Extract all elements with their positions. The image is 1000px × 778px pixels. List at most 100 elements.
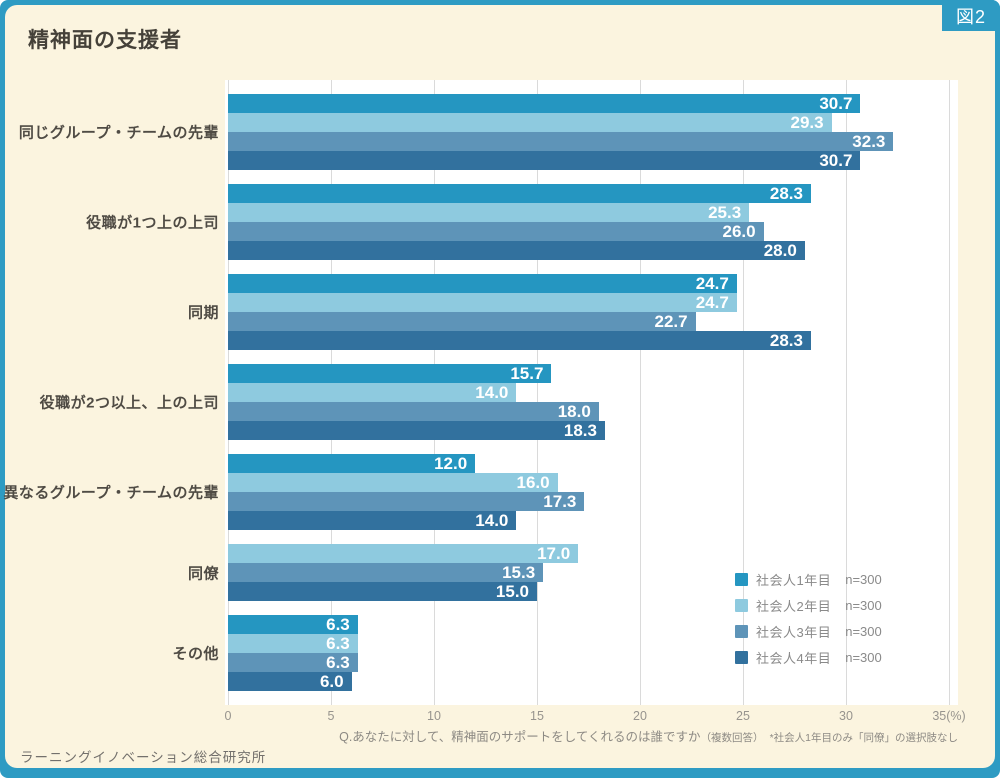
bar: 24.7: [228, 274, 737, 293]
bar: 14.0: [228, 511, 517, 530]
legend-swatch-icon: [735, 650, 748, 664]
x-tick-label: 30: [839, 709, 853, 723]
bar-value-label: 32.3: [852, 132, 886, 151]
bar: 29.3: [228, 113, 832, 132]
bar-value-label: 6.3: [326, 653, 350, 672]
chart-title: 精神面の支援者: [28, 29, 182, 52]
bar-value-label: 15.7: [510, 364, 544, 383]
bar: 16.0: [228, 473, 558, 492]
category-labels: 同じグループ・チームの先輩役職が1つ上の上司同期役職が2つ以上、上の上司異なるグ…: [3, 80, 219, 705]
bar: 6.3: [228, 634, 358, 653]
bar-value-label: 24.7: [695, 274, 729, 293]
legend-sample-size: n=300: [845, 597, 882, 613]
bar-value-label: 17.0: [537, 544, 571, 563]
category-label: 同期: [187, 304, 219, 322]
survey-asterisk-note: *社会人1年目のみ「同僚」の選択肢なし: [769, 732, 958, 744]
bar: 6.3: [228, 615, 358, 634]
bar-value-label: 26.0: [722, 222, 756, 241]
bar: 15.7: [228, 364, 552, 383]
survey-question: Q.あなたに対して、精神面のサポートをしてくれるのは誰ですか: [339, 730, 701, 744]
legend-item: 社会人2年目 n=300: [735, 592, 882, 618]
bar: 26.0: [228, 222, 764, 241]
bar-value-label: 24.7: [695, 293, 729, 312]
legend-sample-size: n=300: [845, 571, 882, 587]
bar: 24.7: [228, 293, 737, 312]
bar: 28.3: [228, 331, 811, 350]
bar-value-label: 22.7: [654, 312, 688, 331]
legend-sample-size: n=300: [845, 649, 882, 665]
bar-value-label: 28.0: [763, 241, 797, 260]
gridline: [537, 80, 538, 705]
bar: 17.0: [228, 544, 579, 563]
category-label: 役職が2つ以上、上の上司: [39, 394, 219, 412]
bar: 18.0: [228, 402, 599, 421]
bar-value-label: 14.0: [475, 511, 509, 530]
bar-value-label: 18.3: [563, 421, 597, 440]
bar-value-label: 30.7: [819, 94, 853, 113]
bar-value-label: 12.0: [434, 454, 468, 473]
bar-value-label: 28.3: [769, 331, 803, 350]
x-tick-label: 25: [736, 709, 750, 723]
category-label: 異なるグループ・チームの先輩: [3, 484, 219, 502]
gridline: [743, 80, 744, 705]
x-tick-label: 35(%): [932, 709, 966, 723]
plot-area: 30.7 29.3 32.3 30.7 28.3 25.3 26.0 28.0 24.7 24.7…: [225, 80, 958, 705]
bar-value-label: 6.3: [326, 634, 350, 653]
gridline: [949, 80, 950, 705]
bar-value-label: 14.0: [475, 383, 509, 402]
survey-question-suffix: （複数回答）: [700, 732, 764, 744]
bar-value-label: 15.3: [502, 563, 536, 582]
legend-series-label: 社会人2年目: [756, 598, 832, 614]
bar-value-label: 6.0: [319, 672, 344, 691]
bar-value-label: 30.7: [819, 151, 853, 170]
category-label: その他: [172, 645, 219, 663]
legend-swatch-icon: [735, 624, 748, 638]
bar-value-label: 18.0: [557, 402, 591, 421]
legend-item: 社会人4年目 n=300: [735, 644, 882, 670]
bar: 15.0: [228, 582, 537, 601]
legend-series-label: 社会人1年目: [756, 572, 832, 588]
bar: 25.3: [228, 203, 750, 222]
legend-item: 社会人1年目 n=300: [735, 566, 882, 592]
bar: 6.0: [228, 672, 352, 691]
bar: 15.3: [228, 563, 544, 582]
x-tick-label: 0: [224, 709, 232, 723]
bar-value-label: 16.0: [516, 473, 550, 492]
bar: 18.3: [228, 421, 605, 440]
bar: 30.7: [228, 151, 861, 170]
source-organization: ラーニングイノベーション総合研究所: [20, 750, 267, 765]
bar-value-label: 6.3: [326, 615, 350, 634]
x-tick-label: 20: [633, 709, 647, 723]
bar: 6.3: [228, 653, 358, 672]
legend-sample-size: n=300: [845, 623, 882, 639]
bar: 14.0: [228, 383, 517, 402]
figure-number-badge: 図2: [942, 0, 1000, 31]
legend-series-label: 社会人4年目: [756, 650, 832, 666]
bar: 32.3: [228, 132, 894, 151]
bar: 28.0: [228, 241, 805, 260]
bar: 28.3: [228, 184, 811, 203]
bar: 30.7: [228, 94, 861, 113]
gridline: [640, 80, 641, 705]
legend-item: 社会人3年目 n=300: [735, 618, 882, 644]
legend-series-label: 社会人3年目: [756, 624, 832, 640]
category-label: 役職が1つ上の上司: [86, 214, 219, 232]
bar-value-label: 17.3: [543, 492, 577, 511]
bar-value-label: 29.3: [790, 113, 824, 132]
legend-swatch-icon: [735, 598, 748, 612]
bar: 22.7: [228, 312, 696, 331]
category-label: 同じグループ・チームの先輩: [18, 124, 219, 142]
figure-number-label: 図2: [955, 6, 986, 27]
survey-note: Q.あなたに対して、精神面のサポートをしてくれるのは誰ですか（複数回答） *社会人…: [339, 726, 958, 746]
category-label: 同僚: [187, 565, 219, 582]
bar-value-label: 25.3: [708, 203, 742, 222]
gridline: [846, 80, 847, 705]
bar-value-label: 28.3: [769, 184, 803, 203]
legend-swatch-icon: [735, 572, 748, 586]
x-axis: 0 5 10 15 20 25 30 35(%): [224, 709, 966, 727]
x-tick-label: 15: [530, 709, 544, 723]
bar-value-label: 15.0: [495, 582, 529, 601]
bar: 17.3: [228, 492, 585, 511]
bar: 12.0: [228, 454, 476, 473]
